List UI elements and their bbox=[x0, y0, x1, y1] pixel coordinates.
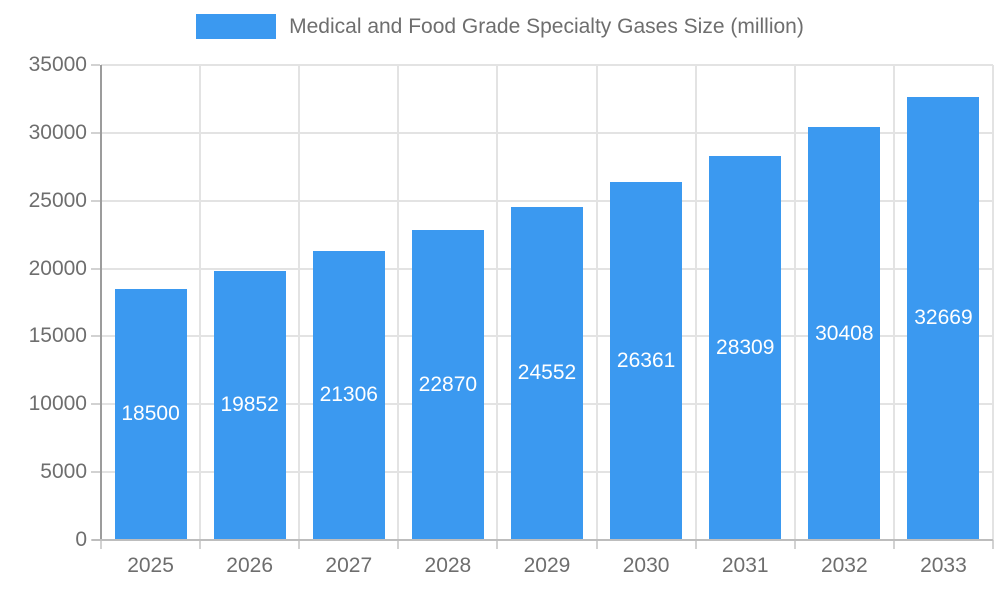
x-tick-label: 2031 bbox=[721, 554, 769, 577]
bar-value-label: 26361 bbox=[616, 349, 676, 373]
y-axis-tick bbox=[91, 471, 100, 474]
x-gridline bbox=[496, 65, 499, 540]
x-gridline bbox=[992, 65, 994, 540]
x-tick-label: 2026 bbox=[226, 554, 274, 577]
x-axis-tick bbox=[892, 540, 895, 549]
y-tick-label: 0 bbox=[75, 528, 87, 551]
bar-value-label: 18500 bbox=[121, 402, 180, 426]
x-axis-tick bbox=[496, 540, 499, 549]
y-gridline bbox=[101, 64, 993, 66]
y-axis-tick bbox=[91, 64, 100, 66]
y-tick-label: 30000 bbox=[28, 120, 87, 144]
x-tick-label: 2029 bbox=[523, 554, 571, 577]
y-tick-label: 35000 bbox=[28, 53, 87, 76]
y-axis-tick bbox=[91, 403, 100, 406]
y-tick-label: 10000 bbox=[28, 392, 87, 416]
bar[interactable] bbox=[114, 288, 187, 540]
bar[interactable] bbox=[411, 229, 484, 540]
x-axis-tick bbox=[694, 540, 697, 549]
bar[interactable] bbox=[808, 127, 881, 540]
x-gridline bbox=[298, 65, 301, 540]
bar[interactable] bbox=[709, 155, 782, 540]
x-tick-label: 2027 bbox=[325, 554, 373, 577]
x-gridline bbox=[892, 65, 895, 540]
x-gridline bbox=[694, 65, 697, 540]
bar-value-label: 22870 bbox=[418, 372, 478, 396]
x-gridline bbox=[793, 65, 796, 540]
legend-label: Medical and Food Grade Specialty Gases S… bbox=[289, 14, 804, 38]
bar-value-label: 32669 bbox=[914, 306, 973, 330]
x-axis-tick bbox=[199, 540, 202, 549]
x-tick-label: 2030 bbox=[622, 554, 670, 577]
plot-area: 0 5000 10000 15000 20000 25000 30000 35000 18500… bbox=[29, 53, 994, 577]
bar[interactable] bbox=[511, 206, 583, 540]
y-tick-label: 15000 bbox=[28, 324, 87, 348]
y-axis-tick bbox=[91, 131, 100, 134]
x-axis-line bbox=[92, 539, 993, 541]
bar[interactable] bbox=[312, 250, 385, 540]
y-tick-label: 5000 bbox=[40, 460, 87, 484]
y-axis-tick bbox=[91, 335, 100, 338]
y-axis-tick bbox=[91, 199, 100, 202]
legend-item[interactable]: Medical and Food Grade Specialty Gases S… bbox=[0, 14, 1000, 39]
bar-value-label: 24552 bbox=[517, 361, 577, 385]
x-tick-label: 2032 bbox=[820, 554, 868, 577]
x-axis-tick bbox=[397, 540, 400, 549]
bar[interactable] bbox=[907, 96, 980, 540]
bar-value-label: 19852 bbox=[220, 393, 279, 417]
bar[interactable] bbox=[610, 182, 683, 540]
x-axis-tick bbox=[595, 540, 598, 549]
y-gridline bbox=[101, 131, 993, 134]
x-gridline bbox=[595, 65, 598, 540]
y-tick-label: 20000 bbox=[28, 256, 87, 280]
y-gridline bbox=[101, 199, 993, 202]
bar[interactable] bbox=[213, 270, 286, 540]
bar-value-label: 28309 bbox=[716, 335, 775, 359]
x-axis-tick bbox=[100, 540, 102, 549]
x-gridline bbox=[397, 65, 400, 540]
x-axis-tick bbox=[298, 540, 301, 549]
x-axis-tick bbox=[992, 540, 994, 549]
x-gridline bbox=[199, 65, 202, 540]
y-axis-tick bbox=[91, 267, 100, 270]
legend-swatch bbox=[196, 14, 277, 39]
x-tick-label: 2033 bbox=[920, 554, 967, 577]
y-tick-label: 25000 bbox=[28, 188, 87, 212]
x-tick-label: 2025 bbox=[127, 554, 174, 577]
y-axis-line bbox=[100, 65, 102, 540]
x-axis-tick bbox=[793, 540, 796, 549]
bar-value-label: 21306 bbox=[319, 383, 378, 407]
bar-value-label: 30408 bbox=[815, 321, 874, 345]
x-tick-label: 2028 bbox=[424, 554, 472, 577]
